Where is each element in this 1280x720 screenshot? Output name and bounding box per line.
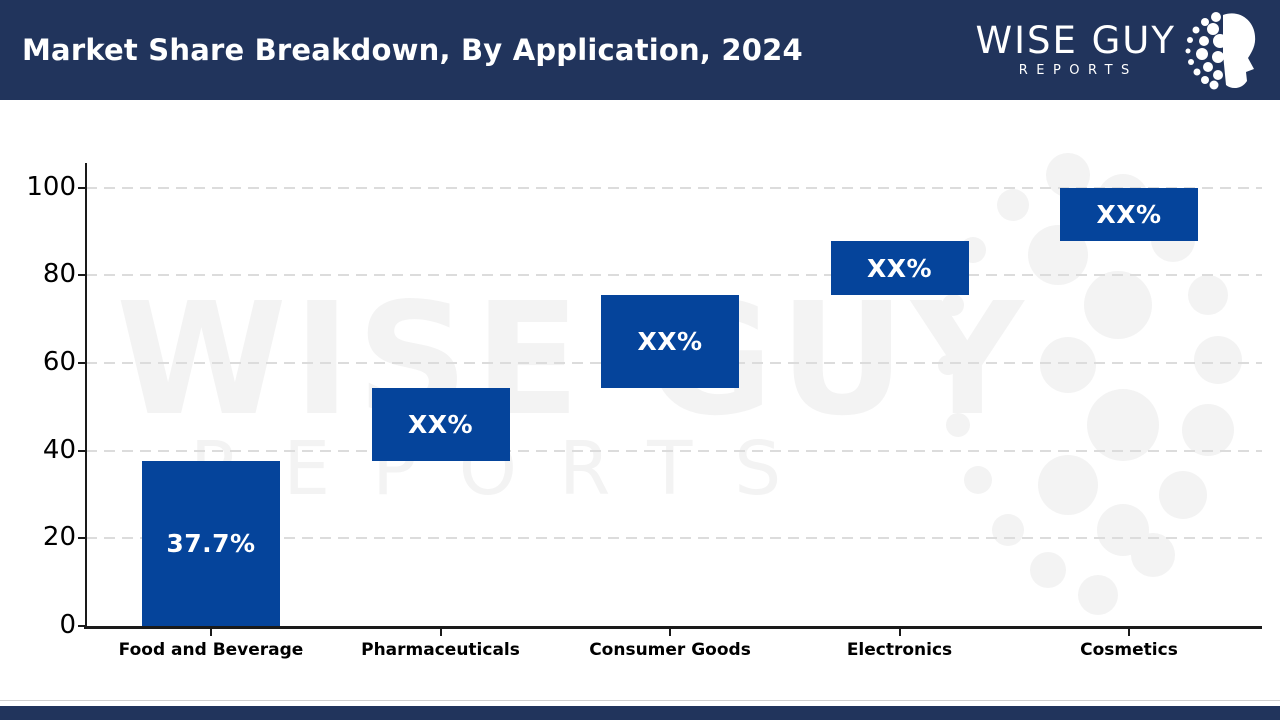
bar-value-label: 37.7% [166,528,256,558]
bar-value-label: XX% [407,409,474,439]
bar-electronics: XX% [830,241,969,295]
x-tick-mark [898,629,901,636]
bar-pharmaceuticals: XX% [371,387,510,461]
y-axis-line [85,163,87,629]
bar-food-and-beverage: 37.7% [142,460,280,626]
gridline [86,449,1262,452]
logo-wordmark-line1: WISE GUY [975,19,1176,62]
y-tick-mark [78,449,86,452]
x-axis-line [84,626,1262,629]
x-tick-mark [439,629,442,636]
y-axis-tick-label: 0 [59,610,76,640]
wise-guy-logo: WISE GUY REPORTS [976,9,1258,91]
y-tick-mark [78,361,86,364]
gridline [86,186,1262,189]
gridline [86,274,1262,277]
y-axis-tick-label: 80 [42,259,76,290]
watermark-text: WISE GUY [116,269,1030,450]
x-tick-mark [1128,629,1130,636]
footer-bar [0,706,1280,720]
header-bar: Market Share Breakdown, By Application, … [0,0,1280,100]
bottom-divider [0,700,1280,701]
x-label-electronics: Electronics [846,640,953,660]
y-tick-mark [78,537,86,540]
bar-value-label: XX% [637,326,703,356]
y-tick-mark [78,625,86,627]
bar-value-label: XX% [1096,199,1162,229]
x-label-cosmetics: Cosmetics [1080,640,1178,660]
y-axis-tick-label: 20 [42,522,76,553]
logo-face-icon [1185,12,1256,90]
gridline [86,537,1262,540]
x-tick-mark [210,629,212,636]
y-tick-mark [78,274,86,277]
bar-cosmetics: XX% [1060,187,1198,242]
y-tick-mark [78,186,86,189]
y-axis-tick-label: 60 [42,346,76,377]
bar-consumer-goods: XX% [601,294,739,388]
x-label-food-and-beverage: Food and Beverage [118,640,304,660]
watermark-face-icon [938,153,1242,615]
page-title: Market Share Breakdown, By Application, … [22,33,803,67]
y-axis-tick-label: 40 [42,434,76,465]
x-tick-mark [669,629,671,636]
y-axis-tick-label: 100 [26,171,76,202]
bar-value-label: XX% [866,253,933,283]
x-label-pharmaceuticals: Pharmaceuticals [361,640,520,660]
x-label-consumer-goods: Consumer Goods [589,640,751,660]
logo-wordmark: WISE GUY REPORTS [976,22,1176,78]
logo-wordmark-line2: REPORTS [1018,63,1138,78]
plot-area: WISE GUY REPORTS 0 20 40 60 80 100 37.7%… [26,153,1262,660]
